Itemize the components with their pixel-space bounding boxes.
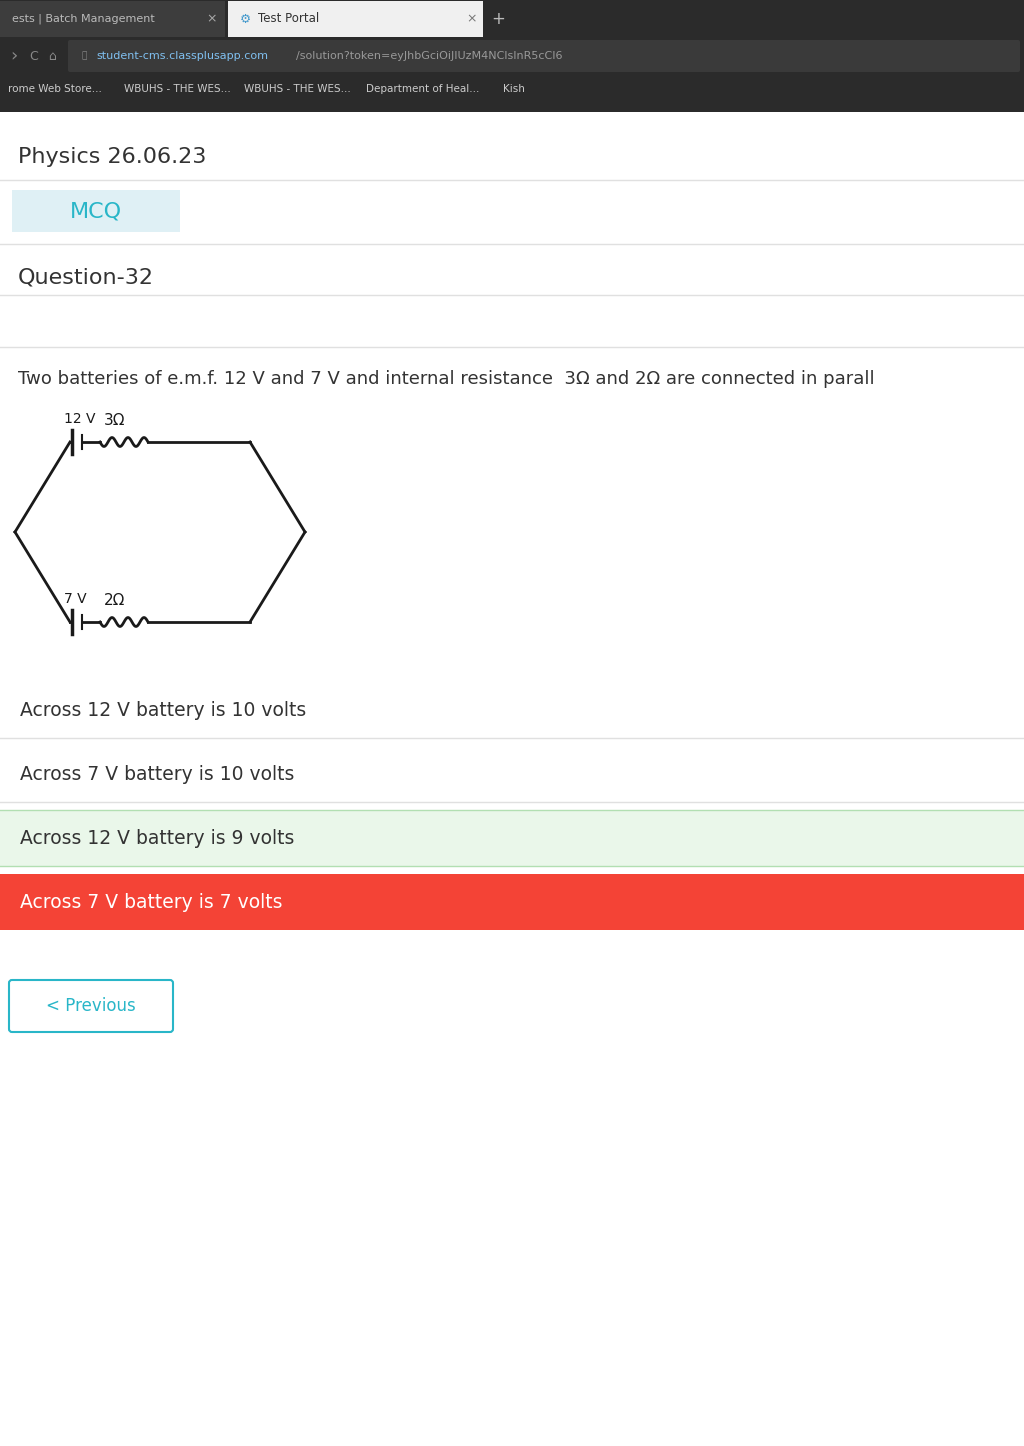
Text: Across 7 V battery is 10 volts: Across 7 V battery is 10 volts xyxy=(20,765,294,784)
Text: 7 V: 7 V xyxy=(63,591,87,606)
FancyBboxPatch shape xyxy=(0,111,1024,1446)
Text: Physics 26.06.23: Physics 26.06.23 xyxy=(18,147,207,166)
Text: Department of Heal...: Department of Heal... xyxy=(366,84,479,94)
Text: 2Ω: 2Ω xyxy=(104,593,125,607)
Text: ⌂: ⌂ xyxy=(48,49,56,62)
Text: ×: × xyxy=(207,13,217,26)
Text: /solution?token=eyJhbGciOiJIUzM4NClsInR5cCI6: /solution?token=eyJhbGciOiJIUzM4NClsInR5… xyxy=(296,51,562,61)
Text: Across 12 V battery is 9 volts: Across 12 V battery is 9 volts xyxy=(20,829,294,847)
Text: Across 7 V battery is 7 volts: Across 7 V battery is 7 volts xyxy=(20,892,283,911)
FancyBboxPatch shape xyxy=(12,189,180,231)
Text: < Previous: < Previous xyxy=(46,996,136,1015)
FancyBboxPatch shape xyxy=(0,1,225,38)
Text: 12 V: 12 V xyxy=(63,412,95,427)
Text: ×: × xyxy=(467,13,477,26)
Text: ⚙: ⚙ xyxy=(240,13,251,26)
Text: Test Portal: Test Portal xyxy=(258,13,319,26)
Text: student-cms.classplusapp.com: student-cms.classplusapp.com xyxy=(96,51,268,61)
Text: WBUHS - THE WES...: WBUHS - THE WES... xyxy=(245,84,351,94)
FancyBboxPatch shape xyxy=(68,40,1020,72)
Text: Two batteries of e.m.f. 12 V and 7 V and internal resistance  3Ω and 2Ω are conn: Two batteries of e.m.f. 12 V and 7 V and… xyxy=(18,370,874,388)
Text: WBUHS - THE WES...: WBUHS - THE WES... xyxy=(124,84,230,94)
Text: +: + xyxy=(492,10,505,27)
FancyBboxPatch shape xyxy=(0,74,1024,104)
Text: Across 12 V battery is 10 volts: Across 12 V battery is 10 volts xyxy=(20,700,306,720)
Text: C: C xyxy=(30,49,38,62)
Text: ests | Batch Management: ests | Batch Management xyxy=(12,14,155,25)
Text: rome Web Store...: rome Web Store... xyxy=(8,84,101,94)
Text: MCQ: MCQ xyxy=(70,201,122,221)
Text: Question-32: Question-32 xyxy=(18,268,154,286)
Text: Kish: Kish xyxy=(503,84,525,94)
FancyBboxPatch shape xyxy=(0,38,1024,74)
FancyBboxPatch shape xyxy=(9,980,173,1032)
Text: 3Ω: 3Ω xyxy=(104,414,126,428)
Text: ›: › xyxy=(10,48,17,65)
FancyBboxPatch shape xyxy=(0,873,1024,930)
FancyBboxPatch shape xyxy=(0,810,1024,866)
Text: 🔒: 🔒 xyxy=(81,52,87,61)
FancyBboxPatch shape xyxy=(228,1,483,38)
